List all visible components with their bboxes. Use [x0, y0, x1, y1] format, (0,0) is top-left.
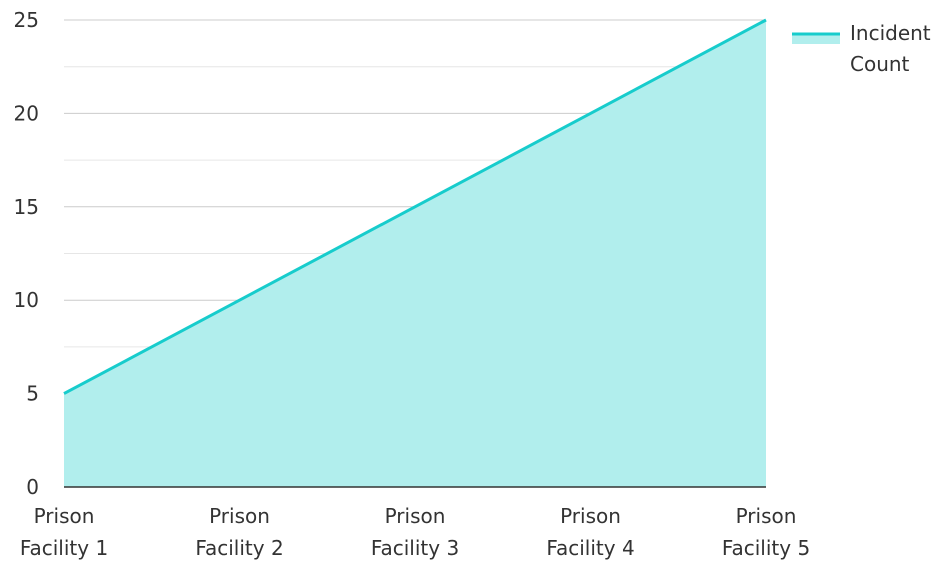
x-tick-label-line: Prison: [385, 504, 446, 528]
y-tick-label: 0: [26, 475, 39, 499]
x-tick-label: Prison Facility 1: [20, 504, 108, 560]
area-fill-series-0: [64, 20, 766, 487]
y-tick-label: 25: [14, 8, 39, 32]
y-tick-label: 5: [26, 382, 39, 406]
y-tick-label: 20: [14, 101, 39, 125]
x-tick-label-line: Facility 5: [722, 536, 810, 560]
x-tick-label-line: Prison: [209, 504, 270, 528]
x-tick-label-line: Prison: [736, 504, 797, 528]
area-layer: [63, 18, 767, 487]
legend-label-line: Incident: [850, 21, 931, 45]
series-line-0: [63, 18, 767, 395]
y-tick-label: 10: [14, 288, 39, 312]
x-axis: Prison Facility 1 Prison Facility 2 Prison Fa…: [20, 486, 810, 560]
x-tick-label: Prison Facility 3: [371, 504, 459, 560]
x-tick-label: Prison Facility 4: [546, 504, 634, 560]
x-tick-label-line: Facility 3: [371, 536, 459, 560]
x-tick-label-line: Facility 4: [546, 536, 634, 560]
legend-swatch-fill: [792, 34, 840, 44]
x-tick-label-line: Prison: [560, 504, 621, 528]
legend-label-line: Count: [850, 52, 910, 76]
y-tick-label: 15: [14, 195, 39, 219]
legend: Incident Count: [792, 21, 931, 76]
y-axis: 0 5 10 15 20 25: [14, 8, 39, 499]
x-tick-label-line: Facility 2: [195, 536, 283, 560]
x-tick-label: Prison Facility 2: [195, 504, 283, 560]
legend-item: Incident Count: [792, 21, 931, 76]
x-tick-label: Prison Facility 5: [722, 504, 810, 560]
x-tick-label-line: Facility 1: [20, 536, 108, 560]
x-tick-label-line: Prison: [34, 504, 95, 528]
